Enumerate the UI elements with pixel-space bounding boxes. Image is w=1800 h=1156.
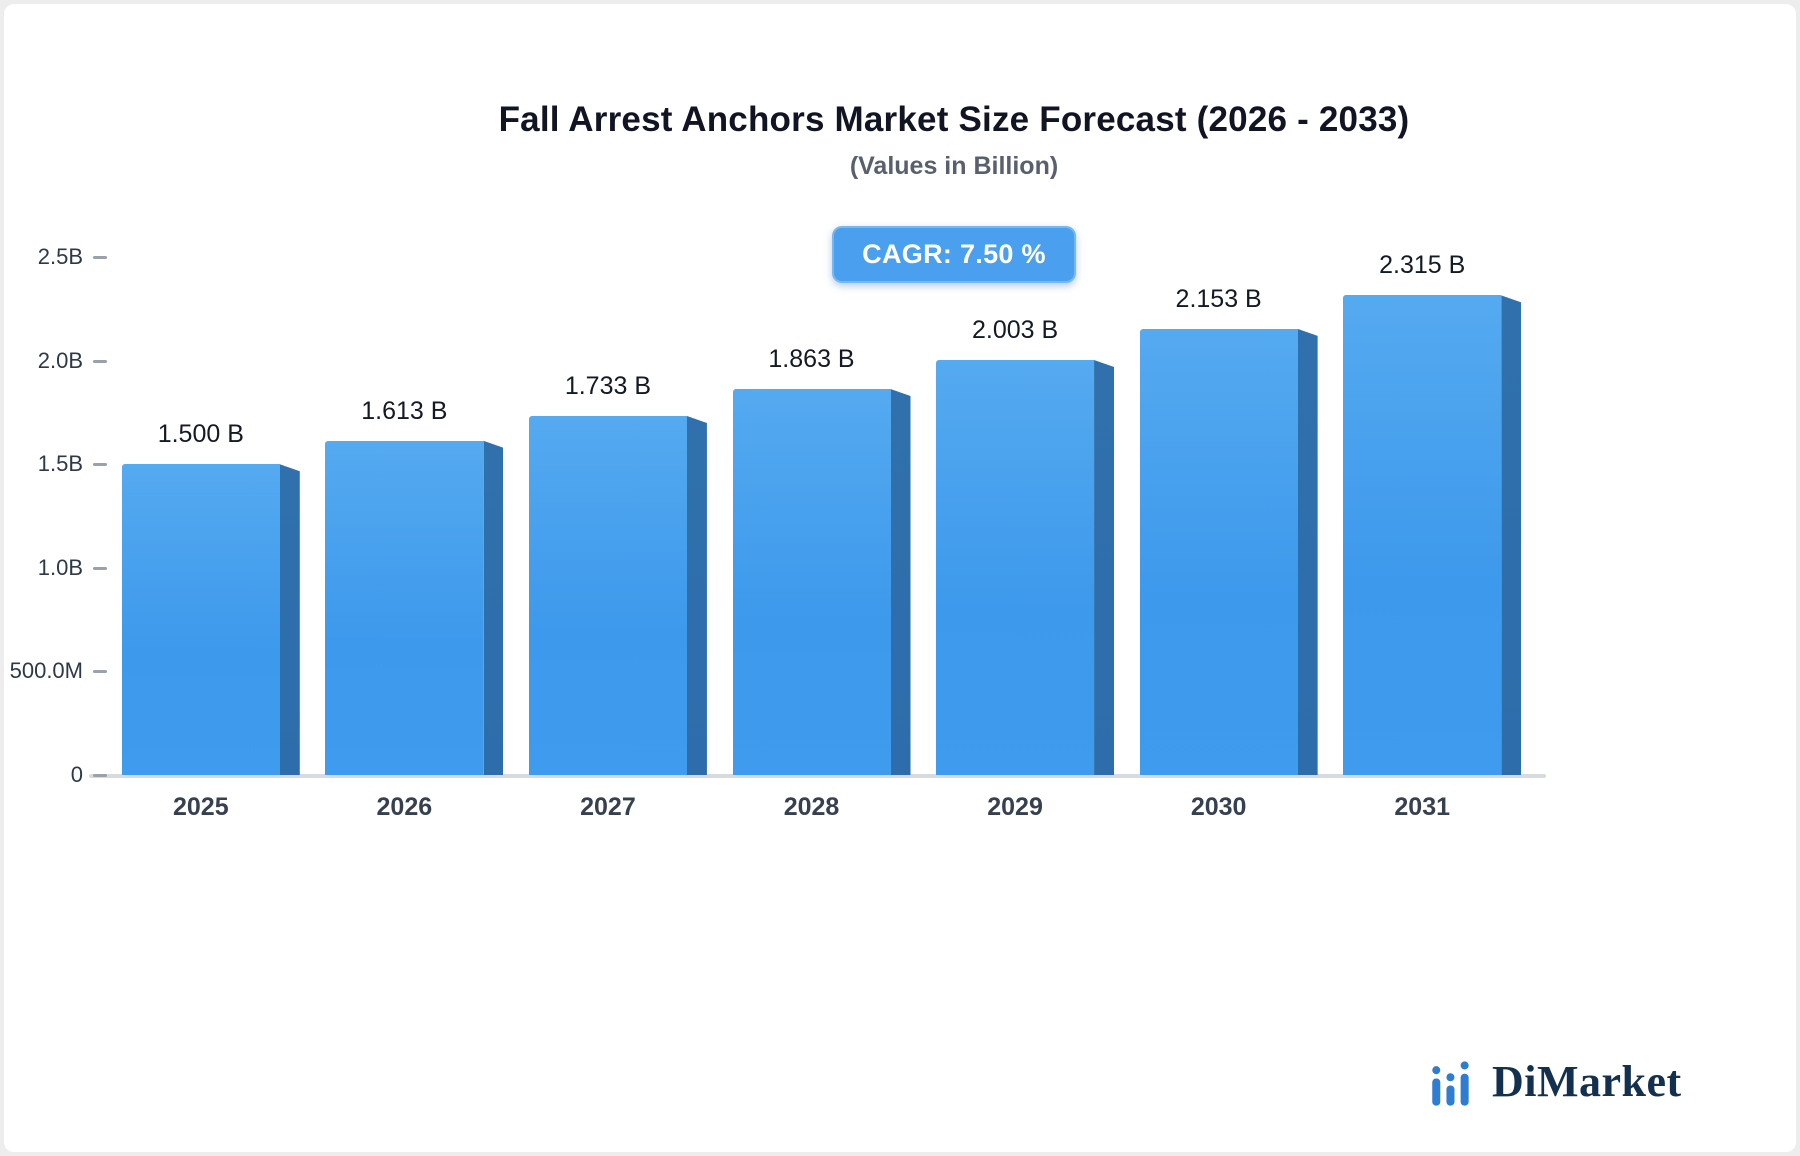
bar-front-face	[936, 359, 1095, 775]
y-tick-mark	[93, 670, 107, 674]
x-tick-label: 2025	[172, 793, 229, 821]
bar-front-face	[732, 389, 891, 775]
x-tick-label: 2027	[580, 793, 636, 821]
bar-2030	[1139, 328, 1318, 775]
bar-value-label: 1.613 B	[361, 396, 448, 425]
bar-value-label: 1.863 B	[768, 344, 855, 373]
bar-front-face	[528, 415, 687, 775]
y-tick-mark	[93, 566, 107, 570]
y-tick-mark	[93, 463, 107, 467]
x-tick-label: 2029	[987, 793, 1043, 821]
x-tick-label: 2030	[1190, 793, 1247, 821]
brand-logo: DiMarket	[1428, 1056, 1682, 1107]
chart-card: Fall Arrest Anchors Market Size Forecast…	[4, 4, 1796, 1152]
bar-front-face	[1343, 295, 1502, 775]
y-tick-label: 2.5B	[37, 244, 83, 269]
x-tick-label: 2026	[376, 793, 433, 821]
y-tick-mark	[93, 774, 107, 777]
chart-title: Fall Arrest Anchors Market Size Forecast…	[498, 100, 1410, 139]
y-tick-label: 0	[70, 762, 83, 787]
x-tick-label: 2031	[1394, 793, 1451, 821]
y-tick-label: 1.0B	[37, 554, 83, 580]
bar-front-face	[121, 464, 280, 775]
bar-value-label: 1.733 B	[564, 371, 652, 400]
bar-side-face	[483, 440, 504, 775]
bar-2028	[732, 389, 911, 775]
bar-2029	[936, 359, 1115, 775]
bar-value-label: 2.153 B	[1175, 284, 1262, 313]
bar-side-face	[686, 415, 707, 775]
brand-name: DiMarket	[1492, 1057, 1682, 1106]
bar-2031	[1343, 295, 1522, 775]
bar-side-face	[890, 389, 911, 775]
bar-2027	[528, 415, 707, 775]
bar-front-face	[325, 440, 484, 775]
plot-area: 0 500.0M 1.0B 1.5B 2.0B 2.5B 1.500 B 2025 1.613 …	[10, 244, 1546, 821]
bar-value-label: 2.003 B	[971, 315, 1059, 344]
x-axis-line	[89, 774, 1546, 778]
y-tick-label: 1.5B	[37, 451, 83, 477]
y-tick-label: 2.0B	[37, 347, 83, 373]
y-tick-mark	[93, 256, 107, 259]
bar-chart-icon-shapes	[1432, 1060, 1469, 1106]
chart-subtitle: (Values in Billion)	[849, 152, 1059, 180]
bar-side-face	[1094, 359, 1115, 775]
bar-2026	[325, 440, 504, 775]
bar-front-face	[1139, 328, 1298, 775]
y-tick-mark	[93, 359, 107, 363]
bar-value-label: 2.315 B	[1379, 251, 1466, 280]
bar-2025	[121, 464, 300, 775]
bar-value-label: 1.500 B	[157, 420, 244, 449]
x-tick-label: 2028	[783, 793, 840, 821]
bar-side-face	[279, 464, 300, 775]
y-tick-label: 500.0M	[9, 658, 83, 684]
bar-side-face	[1501, 295, 1522, 775]
bar-side-face	[1297, 328, 1318, 775]
bar-chart-icon	[1432, 1060, 1469, 1106]
